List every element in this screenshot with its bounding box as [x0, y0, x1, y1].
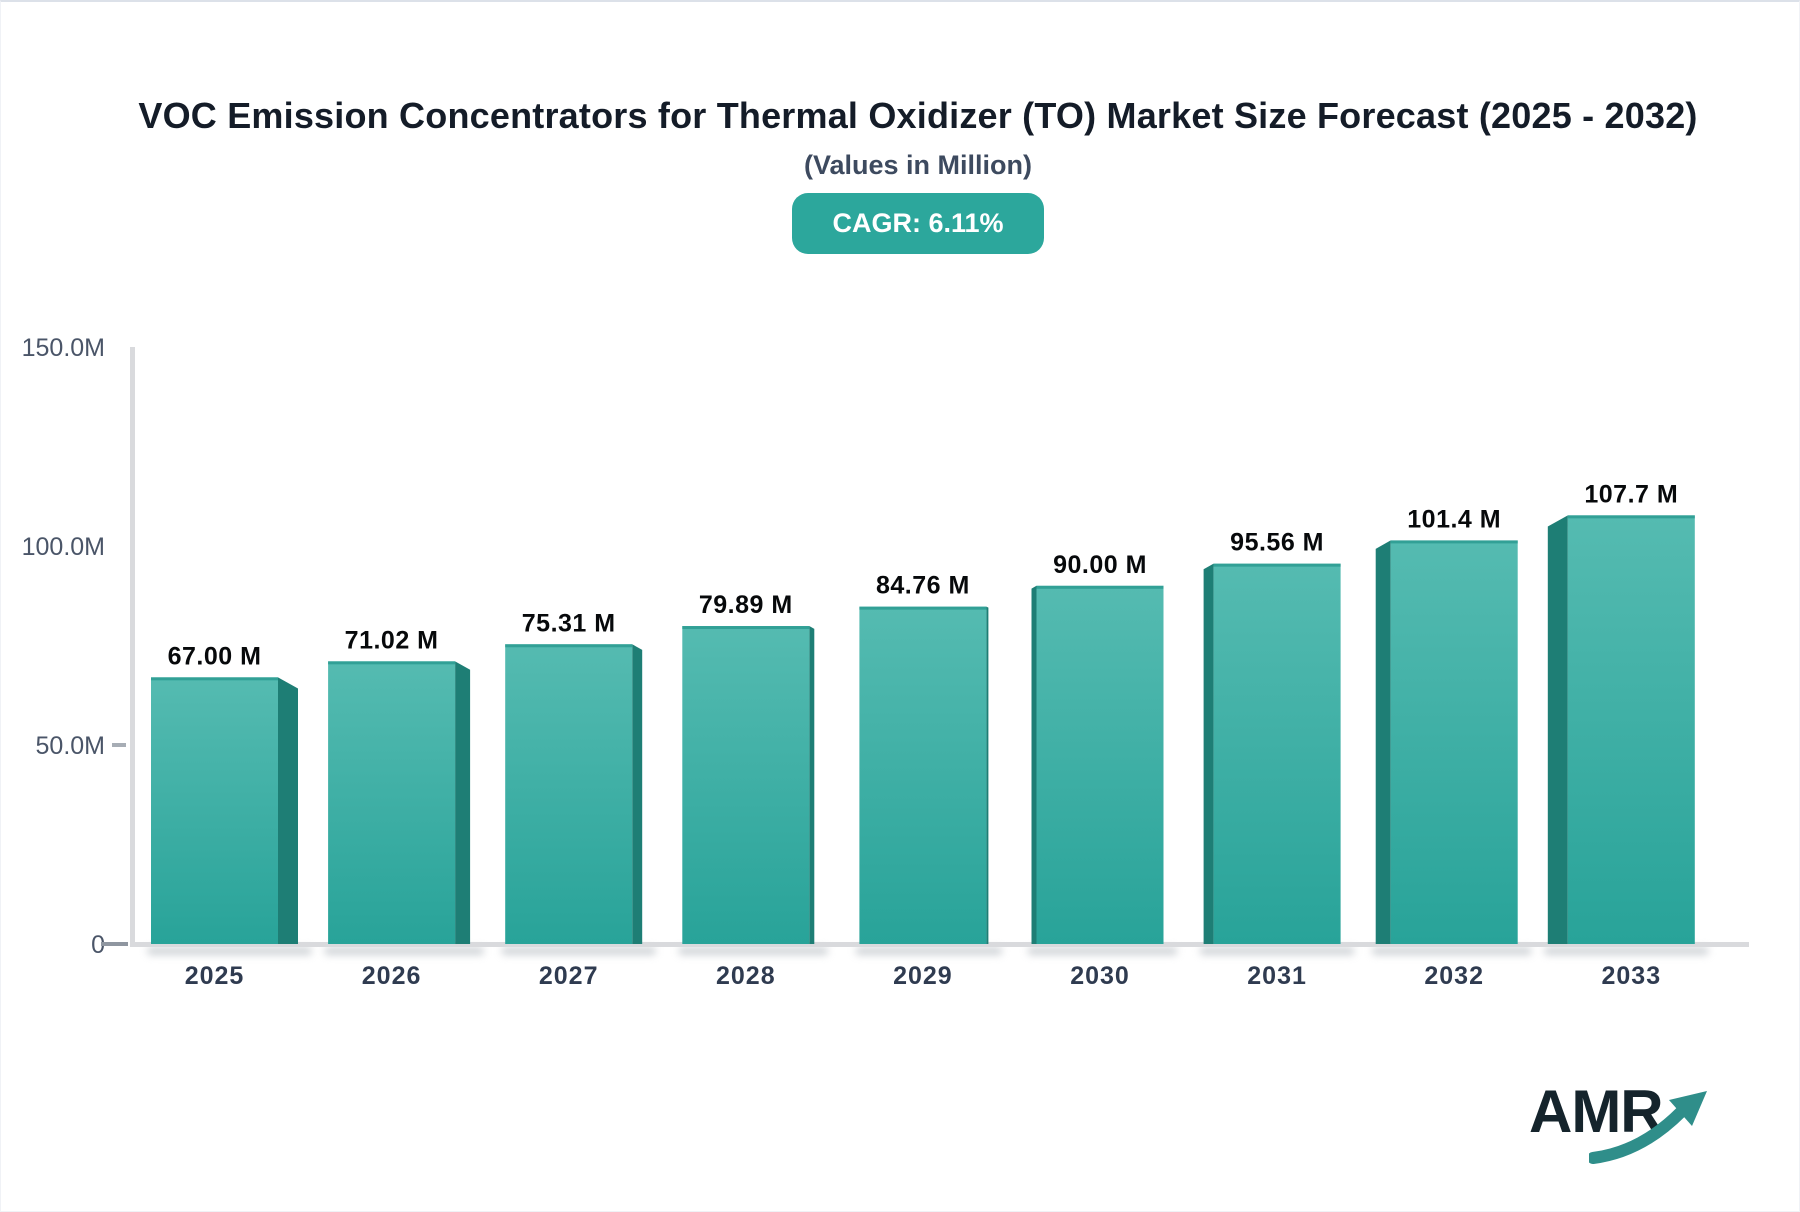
cagr-badge: CAGR: 6.11%: [792, 193, 1044, 255]
bar-side-face: [632, 644, 643, 944]
bar-2030[interactable]: 90.00 M 2030: [1031, 551, 1164, 990]
x-axis-label: 2030: [1070, 962, 1130, 990]
bar-top-edge: [1213, 563, 1341, 567]
bar-top-edge: [1567, 515, 1695, 519]
x-axis-label: 2026: [362, 962, 422, 990]
bar-base-shadow: [1027, 947, 1178, 955]
y-tick-label: 150.0M: [22, 334, 105, 362]
x-axis-label: 2028: [716, 962, 776, 990]
y-tick-label: 50.0M: [36, 732, 105, 760]
bar-top-edge: [1036, 585, 1164, 589]
bar-value-label: 107.7 M: [1584, 480, 1678, 508]
x-axis-label: 2027: [539, 962, 599, 990]
x-axis-label: 2033: [1601, 962, 1661, 990]
bar-top-edge: [328, 661, 456, 665]
bar-value-label: 84.76 M: [876, 572, 970, 600]
bar-side-face: [1031, 585, 1037, 944]
bar-side-face: [986, 606, 989, 944]
amr-logo: AMR: [1529, 1068, 1729, 1178]
bar-value-label: 79.89 M: [699, 591, 793, 619]
bar-base-shadow: [1199, 947, 1355, 955]
bar-side-face: [278, 677, 298, 944]
x-axis-label: 2029: [893, 962, 953, 990]
bar-2027[interactable]: 75.31 M 2027: [505, 609, 643, 990]
bar-top-edge: [151, 677, 278, 681]
bar-front-face: [1036, 585, 1164, 944]
bar-2031[interactable]: 95.56 M 2031: [1203, 529, 1341, 990]
amr-logo-arrow-icon: [1589, 1091, 1707, 1164]
bar-2028[interactable]: 79.89 M 2028: [682, 591, 815, 990]
bar-front-face: [1213, 563, 1341, 944]
bar-front-face: [151, 677, 278, 944]
bar-base-shadow: [1543, 947, 1709, 955]
bar-base-shadow: [855, 947, 1003, 955]
bar-value-label: 90.00 M: [1053, 551, 1147, 579]
bar-front-face: [1567, 515, 1695, 944]
bar-side-face: [809, 626, 815, 944]
bar-front-face: [859, 606, 987, 944]
chart-subtitle: (Values in Million): [803, 150, 1033, 181]
bar-base-shadow: [147, 947, 312, 955]
y-tick-mark: [112, 743, 126, 747]
y-axis-line: [130, 347, 135, 947]
bar-side-face: [455, 661, 471, 944]
x-axis-label: 2025: [185, 962, 245, 990]
bar-base-shadow: [324, 947, 485, 955]
bar-2033[interactable]: 107.7 M 2033: [1547, 480, 1695, 990]
bar-top-edge: [859, 606, 987, 610]
bar-base-shadow: [1371, 947, 1532, 955]
bar-top-edge: [1390, 540, 1518, 544]
bar-2029[interactable]: 84.76 M 2029: [859, 572, 989, 990]
bar-top-edge: [682, 626, 810, 630]
chart-title: VOC Emission Concentrators for Thermal O…: [138, 95, 1698, 136]
amr-logo-text: AMR: [1529, 1078, 1664, 1145]
bar-base-shadow: [678, 947, 829, 955]
bar-front-face: [1390, 540, 1518, 944]
bar-value-label: 75.31 M: [522, 609, 616, 637]
bar-side-face: [1375, 540, 1391, 944]
y-tick-label: 100.0M: [22, 533, 105, 561]
x-axis-line: [130, 942, 1749, 947]
bar-value-label: 101.4 M: [1407, 505, 1501, 533]
bar-side-face: [1547, 515, 1568, 944]
bar-2025[interactable]: 67.00 M 2025: [151, 642, 298, 990]
bar-value-label: 67.00 M: [168, 642, 262, 670]
y-tick-mark: [101, 942, 128, 946]
x-axis-label: 2032: [1424, 962, 1484, 990]
bar-side-face: [1203, 563, 1214, 944]
bar-front-face: [682, 626, 810, 944]
bar-2026[interactable]: 71.02 M 2026: [328, 626, 471, 990]
bar-value-label: 95.56 M: [1230, 529, 1324, 557]
bar-front-face: [505, 644, 633, 944]
bar-base-shadow: [501, 947, 657, 955]
chart-header: VOC Emission Concentrators for Thermal O…: [68, 90, 1768, 255]
bar-2032[interactable]: 101.4 M 2032: [1375, 505, 1518, 990]
y-tick-label: 0: [91, 931, 105, 959]
bar-value-label: 71.02 M: [345, 626, 439, 654]
bar-top-edge: [505, 644, 633, 648]
bar-front-face: [328, 661, 456, 944]
x-axis-label: 2031: [1247, 962, 1307, 990]
